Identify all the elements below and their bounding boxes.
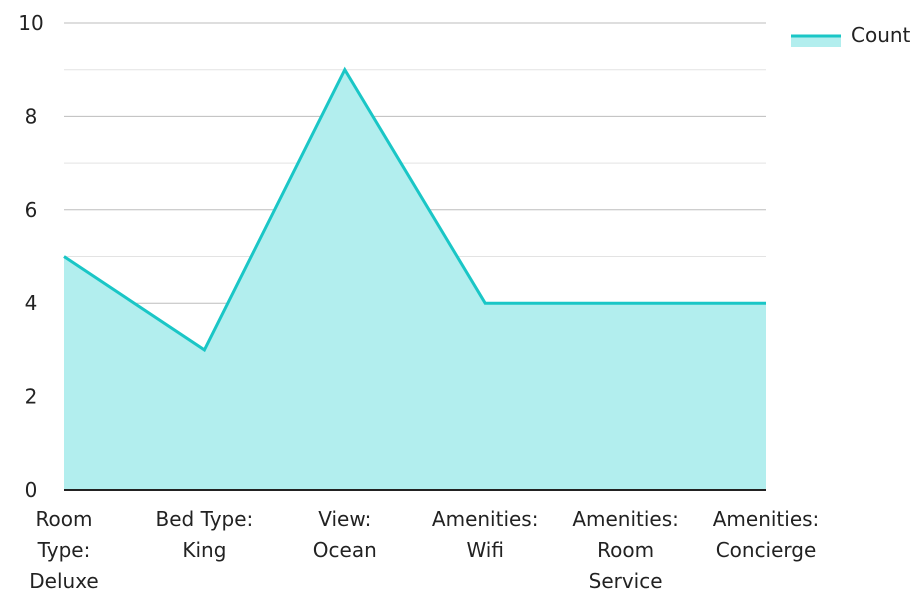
y-tick-label: 6 [25,198,38,222]
x-tick-label: Amenities: Room Service [572,507,679,593]
y-tick-label: 4 [25,291,38,315]
legend: Count [791,23,911,47]
x-tick-label: Bed Type: King [156,507,254,562]
axes: 0 2 4 6 8 10 Room Type: Deluxe Bed Type: King View:… [18,11,819,593]
x-tick-label-line: Wifi [466,538,504,562]
x-tick-label: Amenities: Concierge [713,507,820,562]
x-tick-label-line: View: [318,507,371,531]
data-point [202,348,206,352]
y-tick-label: 10 [18,11,43,35]
x-tick-label-line: Bed Type: [156,507,254,531]
data-point [483,301,487,305]
data-point [343,68,347,72]
legend-label: Count [851,23,911,47]
x-tick-label-line: Amenities: [572,507,679,531]
x-tick-label-line: Room [597,538,654,562]
x-tick-label-line: Ocean [313,538,377,562]
series-line [63,66,766,353]
y-tick-label: 0 [25,478,38,502]
data-point [62,255,66,259]
x-tick-label-line: King [182,538,226,562]
data-point [764,301,768,305]
x-tick-label-line: Amenities: [432,507,539,531]
x-tick-label: Room Type: Deluxe [29,507,98,593]
y-tick-label: 8 [25,104,38,128]
x-tick-label-line: Service [589,569,663,593]
x-tick-label-line: Concierge [716,538,817,562]
x-tick-label-line: Deluxe [29,569,98,593]
x-tick-label: Amenities: Wifi [432,507,539,562]
x-tick-label-line: Amenities: [713,507,820,531]
data-point [624,301,628,305]
series-area-fill [64,69,766,490]
x-tick-label: View: Ocean [313,507,377,562]
x-tick-label-line: Room [36,507,93,531]
legend-swatch-fill [791,36,841,47]
plot-area [62,66,768,490]
y-tick-label: 2 [25,385,38,409]
x-tick-label-line: Type: [37,538,91,562]
